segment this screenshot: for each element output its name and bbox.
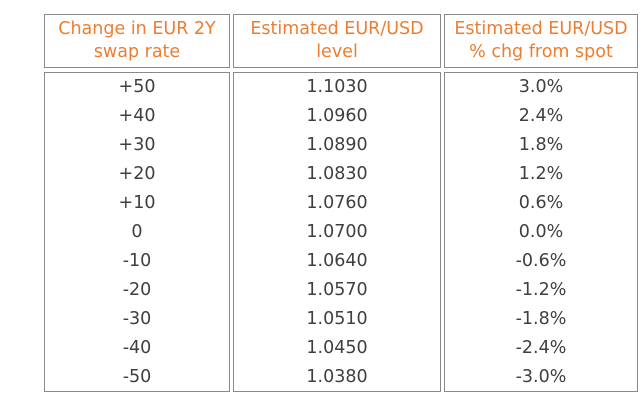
column-header-eurusd-level: Estimated EUR/USD level [233,14,441,68]
column-header-line: Estimated EUR/USD [454,19,628,39]
column-header-line: % chg from spot [469,42,613,62]
column-header-swap-rate: Change in EUR 2Y swap rate [44,14,230,68]
table-cell: +40 [118,106,156,127]
table-cell: 0.0% [518,221,564,242]
table-cell: +20 [118,164,156,185]
table-cell: 3.0% [518,77,564,98]
table-cell: 1.0640 [306,250,368,271]
column-header-pct-chg: Estimated EUR/USD % chg from spot [444,14,638,68]
table-cell: 2.4% [518,106,564,127]
table-column-eurusd-level: Estimated EUR/USD level 1.1030 1.0960 1.08… [233,14,441,392]
table-cell: -20 [122,279,152,300]
column-header-line: swap rate [93,42,181,62]
table-cell: -10 [122,250,152,271]
table-cell: -40 [122,337,152,358]
table-cell: 0.6% [518,193,564,214]
table-column-swap-rate: Change in EUR 2Y swap rate +50 +40 +30 +20 +… [44,14,230,392]
table-column-pct-chg: Estimated EUR/USD % chg from spot 3.0% 2.… [444,14,638,392]
table-cell: +10 [118,193,156,214]
table-cell: -50 [122,366,152,387]
table-cell: 1.0380 [306,366,368,387]
table-cell: 1.0570 [306,279,368,300]
table-cell: -1.8% [515,308,567,329]
table-cell: 1.0890 [306,135,368,156]
table-cell: 1.1030 [306,77,368,98]
table-cell: -30 [122,308,152,329]
table-cell: 1.0960 [306,106,368,127]
table-cell: 1.0510 [306,308,368,329]
table-cell: -0.6% [515,250,567,271]
table-cell: 1.0700 [306,221,368,242]
column-header-line: level [316,42,358,62]
column-header-line: Estimated EUR/USD [250,19,424,39]
column-body-eurusd-level: 1.1030 1.0960 1.0890 1.0830 1.0760 1.0700 1.06… [233,72,441,392]
column-header-line: Change in EUR 2Y [58,19,216,39]
table-cell: 1.0760 [306,193,368,214]
table-cell: -3.0% [515,366,567,387]
table-cell: 1.8% [518,135,564,156]
table-cell: +50 [118,77,156,98]
column-body-swap-rate: +50 +40 +30 +20 +10 0 -10 -20 -30 -40 -50 [44,72,230,392]
eurusd-sensitivity-table: Change in EUR 2Y swap rate +50 +40 +30 +20 +… [44,14,638,392]
table-cell: -1.2% [515,279,567,300]
table-cell: 1.2% [518,164,564,185]
table-cell: +30 [118,135,156,156]
table-cell: 0 [131,221,143,242]
column-body-pct-chg: 3.0% 2.4% 1.8% 1.2% 0.6% 0.0% -0.6% -1.2% -1.8% -… [444,72,638,392]
table-cell: 1.0830 [306,164,368,185]
table-cell: -2.4% [515,337,567,358]
table-cell: 1.0450 [306,337,368,358]
